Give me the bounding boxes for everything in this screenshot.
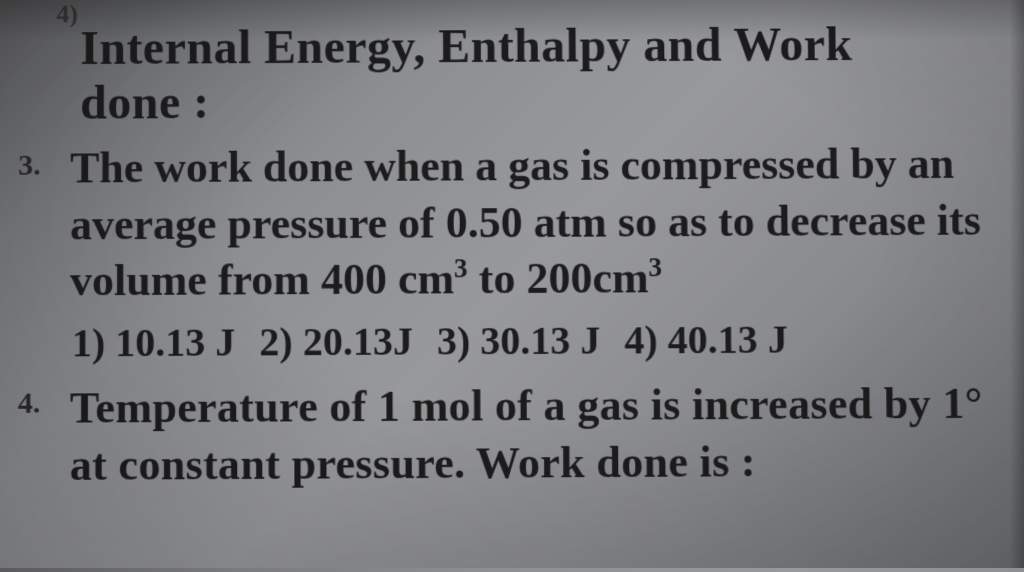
option-1: 1) 10.13 J [72, 319, 236, 367]
question-4: 4. Temperature of 1 mol of a gas is incr… [70, 376, 997, 494]
partial-header-text: 4) [56, 0, 78, 29]
textbook-page: 4) Internal Energy, Enthalpy and Work do… [0, 0, 1024, 572]
heading-line-2: done : [70, 71, 992, 131]
option-3: 3) 30.13 J [437, 317, 601, 365]
question-3: 3. The work done when a gas is compresse… [70, 136, 995, 367]
question-3-text: The work done when a gas is compressed b… [70, 136, 994, 309]
page-right-edge-shadow [1010, 0, 1024, 568]
option-4: 4) 40.13 J [624, 316, 788, 364]
option-2: 2) 20.13J [259, 318, 413, 366]
question-4-number: 4. [18, 387, 41, 421]
question-3-options: 1) 10.13 J 2) 20.13J 3) 30.13 J 4) 40.13… [70, 315, 995, 367]
section-heading: Internal Energy, Enthalpy and Work done … [70, 17, 992, 131]
question-3-number: 3. [18, 149, 41, 183]
question-4-text: Temperature of 1 mol of a gas is increas… [70, 376, 997, 494]
heading-line-1: Internal Energy, Enthalpy and Work [70, 17, 991, 77]
